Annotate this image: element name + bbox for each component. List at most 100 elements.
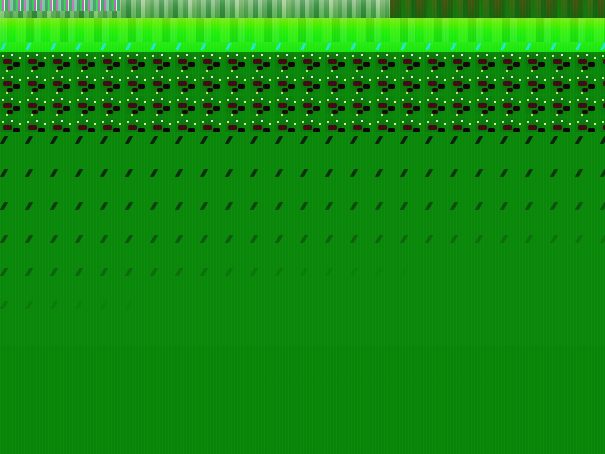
foliage-tile: [50, 74, 75, 96]
foliage-shading: [150, 52, 175, 74]
foliage-blob: [538, 84, 545, 89]
foliage-highlight-dot: [119, 123, 121, 125]
foliage-tile: [400, 52, 425, 74]
foliage-blob: [3, 59, 12, 64]
foliage-highlight-dot: [286, 98, 288, 100]
foliage-highlight-dot: [44, 123, 46, 125]
foliage-highlight-dot: [111, 120, 113, 122]
grid-tick: [149, 136, 159, 144]
foliage-tile: [575, 96, 600, 118]
grid-tick: [74, 202, 84, 210]
grid-tick: [599, 202, 605, 210]
grid-tick: [224, 136, 234, 144]
grid-tick: [199, 169, 209, 177]
foliage-highlight-dot: [144, 101, 146, 103]
foliage-blob: [528, 81, 537, 86]
grid-tick: [299, 268, 309, 276]
foliage-shading: [100, 74, 125, 96]
foliage-blob: [307, 88, 313, 92]
foliage-highlight-dot: [81, 70, 83, 72]
foliage-highlight-dot: [294, 79, 296, 81]
foliage-highlight-dot: [519, 123, 521, 125]
foliage-blob: [207, 88, 213, 92]
foliage-highlight-dot: [386, 98, 388, 100]
foliage-blob: [453, 59, 462, 64]
foliage-shading: [425, 52, 450, 74]
foliage-highlight-dot: [306, 92, 308, 94]
foliage-highlight-dot: [594, 79, 596, 81]
foliage-blob: [582, 66, 588, 70]
foliage-blob: [182, 66, 188, 70]
foliage-highlight-dot: [156, 92, 158, 94]
foliage-highlight-dot: [69, 101, 71, 103]
foliage-blob: [7, 110, 13, 114]
foliage-blob: [407, 66, 413, 70]
foliage-highlight-dot: [136, 98, 138, 100]
foliage-blob: [257, 110, 263, 114]
foliage-highlight-dot: [11, 120, 13, 122]
foliage-blob: [128, 81, 137, 86]
foliage-shading: [350, 52, 375, 74]
foliage-blob: [13, 128, 20, 133]
foliage-highlight-dot: [294, 57, 296, 59]
grid-tick: [499, 136, 509, 144]
foliage-blob: [313, 62, 320, 67]
foliage-highlight-dot: [94, 57, 96, 59]
grid-tick: [149, 268, 159, 276]
foliage-blob: [132, 88, 138, 92]
foliage-highlight-dot: [219, 123, 221, 125]
foliage-shading: [425, 74, 450, 96]
foliage-highlight-dot: [536, 120, 538, 122]
foliage-highlight-dot: [119, 57, 121, 59]
grid-tick: [49, 136, 59, 144]
foliage-highlight-dot: [102, 77, 104, 79]
foliage-blob: [182, 88, 188, 92]
foliage-blob: [128, 103, 137, 108]
cyan-tick: [25, 43, 32, 50]
foliage-blob: [403, 59, 412, 64]
foliage-blob: [407, 110, 413, 114]
foliage-highlight-dot: [27, 55, 29, 57]
foliage-highlight-dot: [106, 114, 108, 116]
foliage-blob: [578, 103, 587, 108]
grid-tick: [349, 268, 359, 276]
foliage-highlight-dot: [344, 123, 346, 125]
foliage-blob: [163, 128, 170, 133]
foliage-blob: [478, 125, 487, 130]
foliage-highlight-dot: [202, 55, 204, 57]
foliage-tile: [200, 74, 225, 96]
grid-tick: [274, 235, 284, 243]
foliage-blob: [253, 81, 262, 86]
foliage-blob: [307, 66, 313, 70]
foliage-blob: [313, 106, 320, 111]
foliage-blob: [482, 66, 488, 70]
foliage-highlight-dot: [427, 77, 429, 79]
foliage-shading: [25, 52, 50, 74]
foliage-highlight-dot: [461, 76, 463, 78]
foliage-tile: [375, 74, 400, 96]
foliage-tile: [450, 74, 475, 96]
foliage-highlight-dot: [456, 114, 458, 116]
foliage-blob: [128, 59, 137, 64]
foliage-highlight-dot: [544, 123, 546, 125]
foliage-blob: [503, 59, 512, 64]
foliage-shading: [150, 96, 175, 118]
foliage-blob: [303, 81, 312, 86]
foliage-blob: [257, 66, 263, 70]
foliage-blob: [28, 103, 37, 108]
foliage-highlight-dot: [6, 92, 8, 94]
foliage-highlight-dot: [281, 114, 283, 116]
foliage-highlight-dot: [252, 99, 254, 101]
foliage-blob: [163, 106, 170, 111]
foliage-tile: [475, 52, 500, 74]
foliage-blob: [213, 128, 220, 133]
foliage-blob: [207, 66, 213, 70]
grid-tick: [274, 169, 284, 177]
foliage-blob: [88, 62, 95, 67]
foliage-shading: [400, 96, 425, 118]
foliage-highlight-dot: [144, 79, 146, 81]
foliage-blob: [463, 128, 470, 133]
foliage-highlight-dot: [236, 54, 238, 56]
foliage-highlight-dot: [2, 99, 4, 101]
